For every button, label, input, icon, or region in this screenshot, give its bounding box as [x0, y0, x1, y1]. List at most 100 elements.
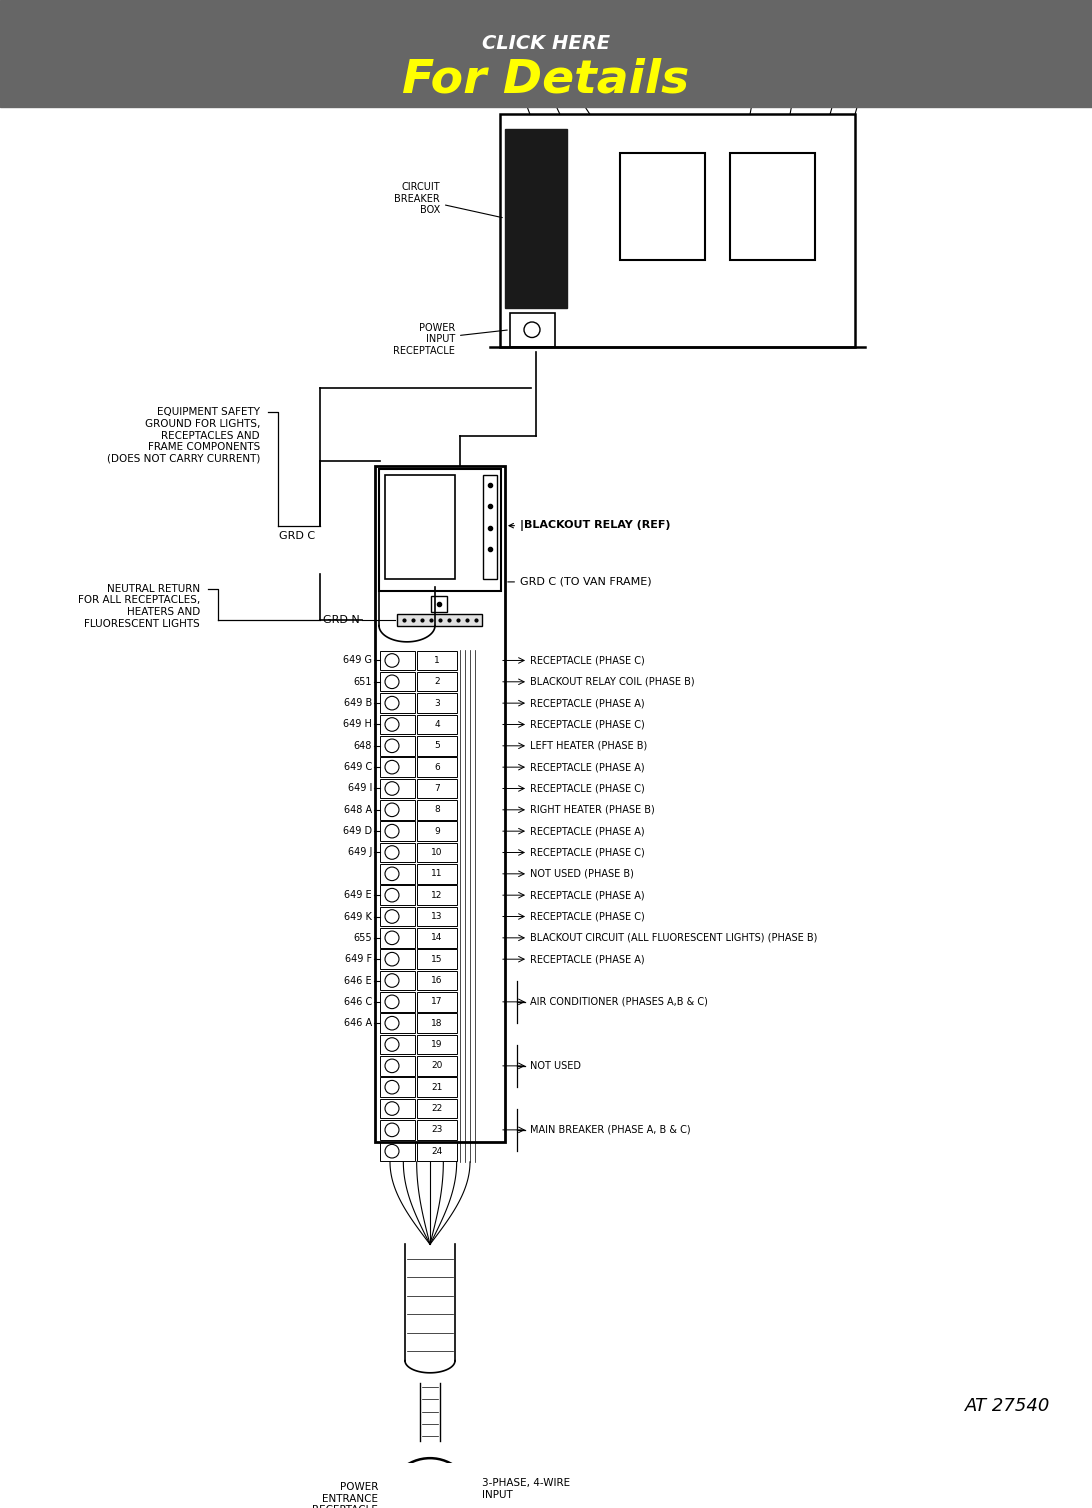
Bar: [385, 475, 455, 579]
Bar: [397, 614, 482, 626]
Text: 6: 6: [435, 763, 440, 772]
Text: 648: 648: [354, 740, 372, 751]
Bar: [380, 992, 415, 1012]
Bar: [380, 1056, 415, 1075]
Bar: [417, 1099, 456, 1119]
Bar: [380, 1034, 415, 1054]
Text: 10: 10: [431, 847, 442, 857]
Bar: [417, 1078, 456, 1096]
Text: 14: 14: [431, 933, 442, 942]
Bar: [380, 1142, 415, 1161]
Text: 655: 655: [354, 933, 372, 942]
Text: 2: 2: [435, 677, 440, 686]
Text: RECEPTACLE (PHASE C): RECEPTACLE (PHASE C): [530, 719, 644, 730]
Text: GRD C: GRD C: [278, 531, 314, 540]
Text: 24: 24: [431, 1146, 442, 1155]
Text: 7: 7: [435, 784, 440, 793]
Bar: [380, 864, 415, 884]
Bar: [417, 1034, 456, 1054]
Bar: [380, 927, 415, 947]
Text: RECEPTACLE (PHASE C): RECEPTACLE (PHASE C): [530, 784, 644, 793]
Bar: [417, 906, 456, 926]
Bar: [380, 694, 415, 713]
Bar: [417, 971, 456, 991]
Text: POWER
INPUT
RECEPTACLE: POWER INPUT RECEPTACLE: [393, 323, 508, 356]
Text: LEFT HEATER (PHASE B): LEFT HEATER (PHASE B): [530, 740, 648, 751]
Bar: [505, 130, 567, 309]
Text: 19: 19: [431, 1041, 442, 1050]
Text: 9: 9: [435, 826, 440, 835]
Text: RECEPTACLE (PHASE A): RECEPTACLE (PHASE A): [530, 955, 644, 964]
Bar: [380, 651, 415, 670]
Bar: [417, 736, 456, 756]
Text: 5: 5: [435, 742, 440, 751]
Bar: [417, 778, 456, 798]
Text: 13: 13: [431, 912, 442, 921]
Bar: [417, 822, 456, 841]
Text: NEUTRAL RETURN
FOR ALL RECEPTACLES,
HEATERS AND
FLUORESCENT LIGHTS: NEUTRAL RETURN FOR ALL RECEPTACLES, HEAT…: [78, 584, 200, 629]
Text: 646 A: 646 A: [344, 1018, 372, 1028]
Text: 651: 651: [354, 677, 372, 686]
Bar: [380, 885, 415, 905]
Bar: [417, 801, 456, 819]
Text: For Details: For Details: [402, 57, 690, 103]
Text: RECEPTACLE (PHASE C): RECEPTACLE (PHASE C): [530, 847, 644, 858]
Text: 18: 18: [431, 1019, 442, 1027]
Bar: [417, 673, 456, 692]
Bar: [417, 992, 456, 1012]
Bar: [417, 694, 456, 713]
Bar: [417, 1120, 456, 1140]
Text: RECEPTACLE (PHASE A): RECEPTACLE (PHASE A): [530, 826, 644, 835]
Text: 8: 8: [435, 805, 440, 814]
Text: 3: 3: [435, 698, 440, 707]
Text: 22: 22: [431, 1104, 442, 1113]
Text: EQUIPMENT SAFETY
GROUND FOR LIGHTS,
RECEPTACLES AND
FRAME COMPONENTS
(DOES NOT C: EQUIPMENT SAFETY GROUND FOR LIGHTS, RECE…: [107, 407, 260, 464]
Bar: [483, 475, 497, 579]
Text: GRD C (TO VAN FRAME): GRD C (TO VAN FRAME): [508, 578, 652, 587]
Text: MAIN BREAKER (PHASE A, B & C): MAIN BREAKER (PHASE A, B & C): [530, 1125, 690, 1136]
Text: 12: 12: [431, 891, 442, 900]
Text: RIGHT HEATER (PHASE B): RIGHT HEATER (PHASE B): [530, 805, 655, 814]
Text: 23: 23: [431, 1125, 442, 1134]
Bar: [380, 971, 415, 991]
Text: 649 D: 649 D: [343, 826, 372, 835]
Text: 649 G: 649 G: [343, 656, 372, 665]
Text: BLACKOUT CIRCUIT (ALL FLUORESCENT LIGHTS) (PHASE B): BLACKOUT CIRCUIT (ALL FLUORESCENT LIGHTS…: [530, 933, 818, 942]
Bar: [417, 1142, 456, 1161]
Text: BLACKOUT RELAY COIL (PHASE B): BLACKOUT RELAY COIL (PHASE B): [530, 677, 695, 686]
Circle shape: [388, 1458, 472, 1508]
Bar: [417, 651, 456, 670]
Bar: [380, 1013, 415, 1033]
Bar: [417, 950, 456, 968]
Text: AT 27540: AT 27540: [964, 1398, 1051, 1416]
Bar: [417, 843, 456, 863]
Text: 17: 17: [431, 997, 442, 1006]
Text: GRD N: GRD N: [323, 615, 360, 624]
Bar: [620, 154, 705, 259]
Bar: [380, 757, 415, 777]
Text: 649 F: 649 F: [345, 955, 372, 964]
Bar: [417, 885, 456, 905]
Bar: [380, 1099, 415, 1119]
Bar: [380, 778, 415, 798]
Text: 646 E: 646 E: [344, 976, 372, 986]
Text: 16: 16: [431, 976, 442, 985]
Text: 11: 11: [431, 869, 442, 878]
Text: RECEPTACLE (PHASE C): RECEPTACLE (PHASE C): [530, 911, 644, 921]
Bar: [417, 757, 456, 777]
Bar: [380, 1078, 415, 1096]
Text: 649 C: 649 C: [344, 762, 372, 772]
Bar: [431, 597, 447, 612]
Text: RECEPTACLE (PHASE A): RECEPTACLE (PHASE A): [530, 698, 644, 709]
Bar: [380, 950, 415, 968]
Text: 649 E: 649 E: [344, 890, 372, 900]
Text: 649 H: 649 H: [343, 719, 372, 730]
Bar: [380, 1120, 415, 1140]
Bar: [380, 906, 415, 926]
Bar: [380, 736, 415, 756]
Text: 1: 1: [435, 656, 440, 665]
Bar: [379, 469, 501, 591]
Bar: [417, 864, 456, 884]
Text: 649 J: 649 J: [347, 847, 372, 858]
Bar: [417, 1013, 456, 1033]
